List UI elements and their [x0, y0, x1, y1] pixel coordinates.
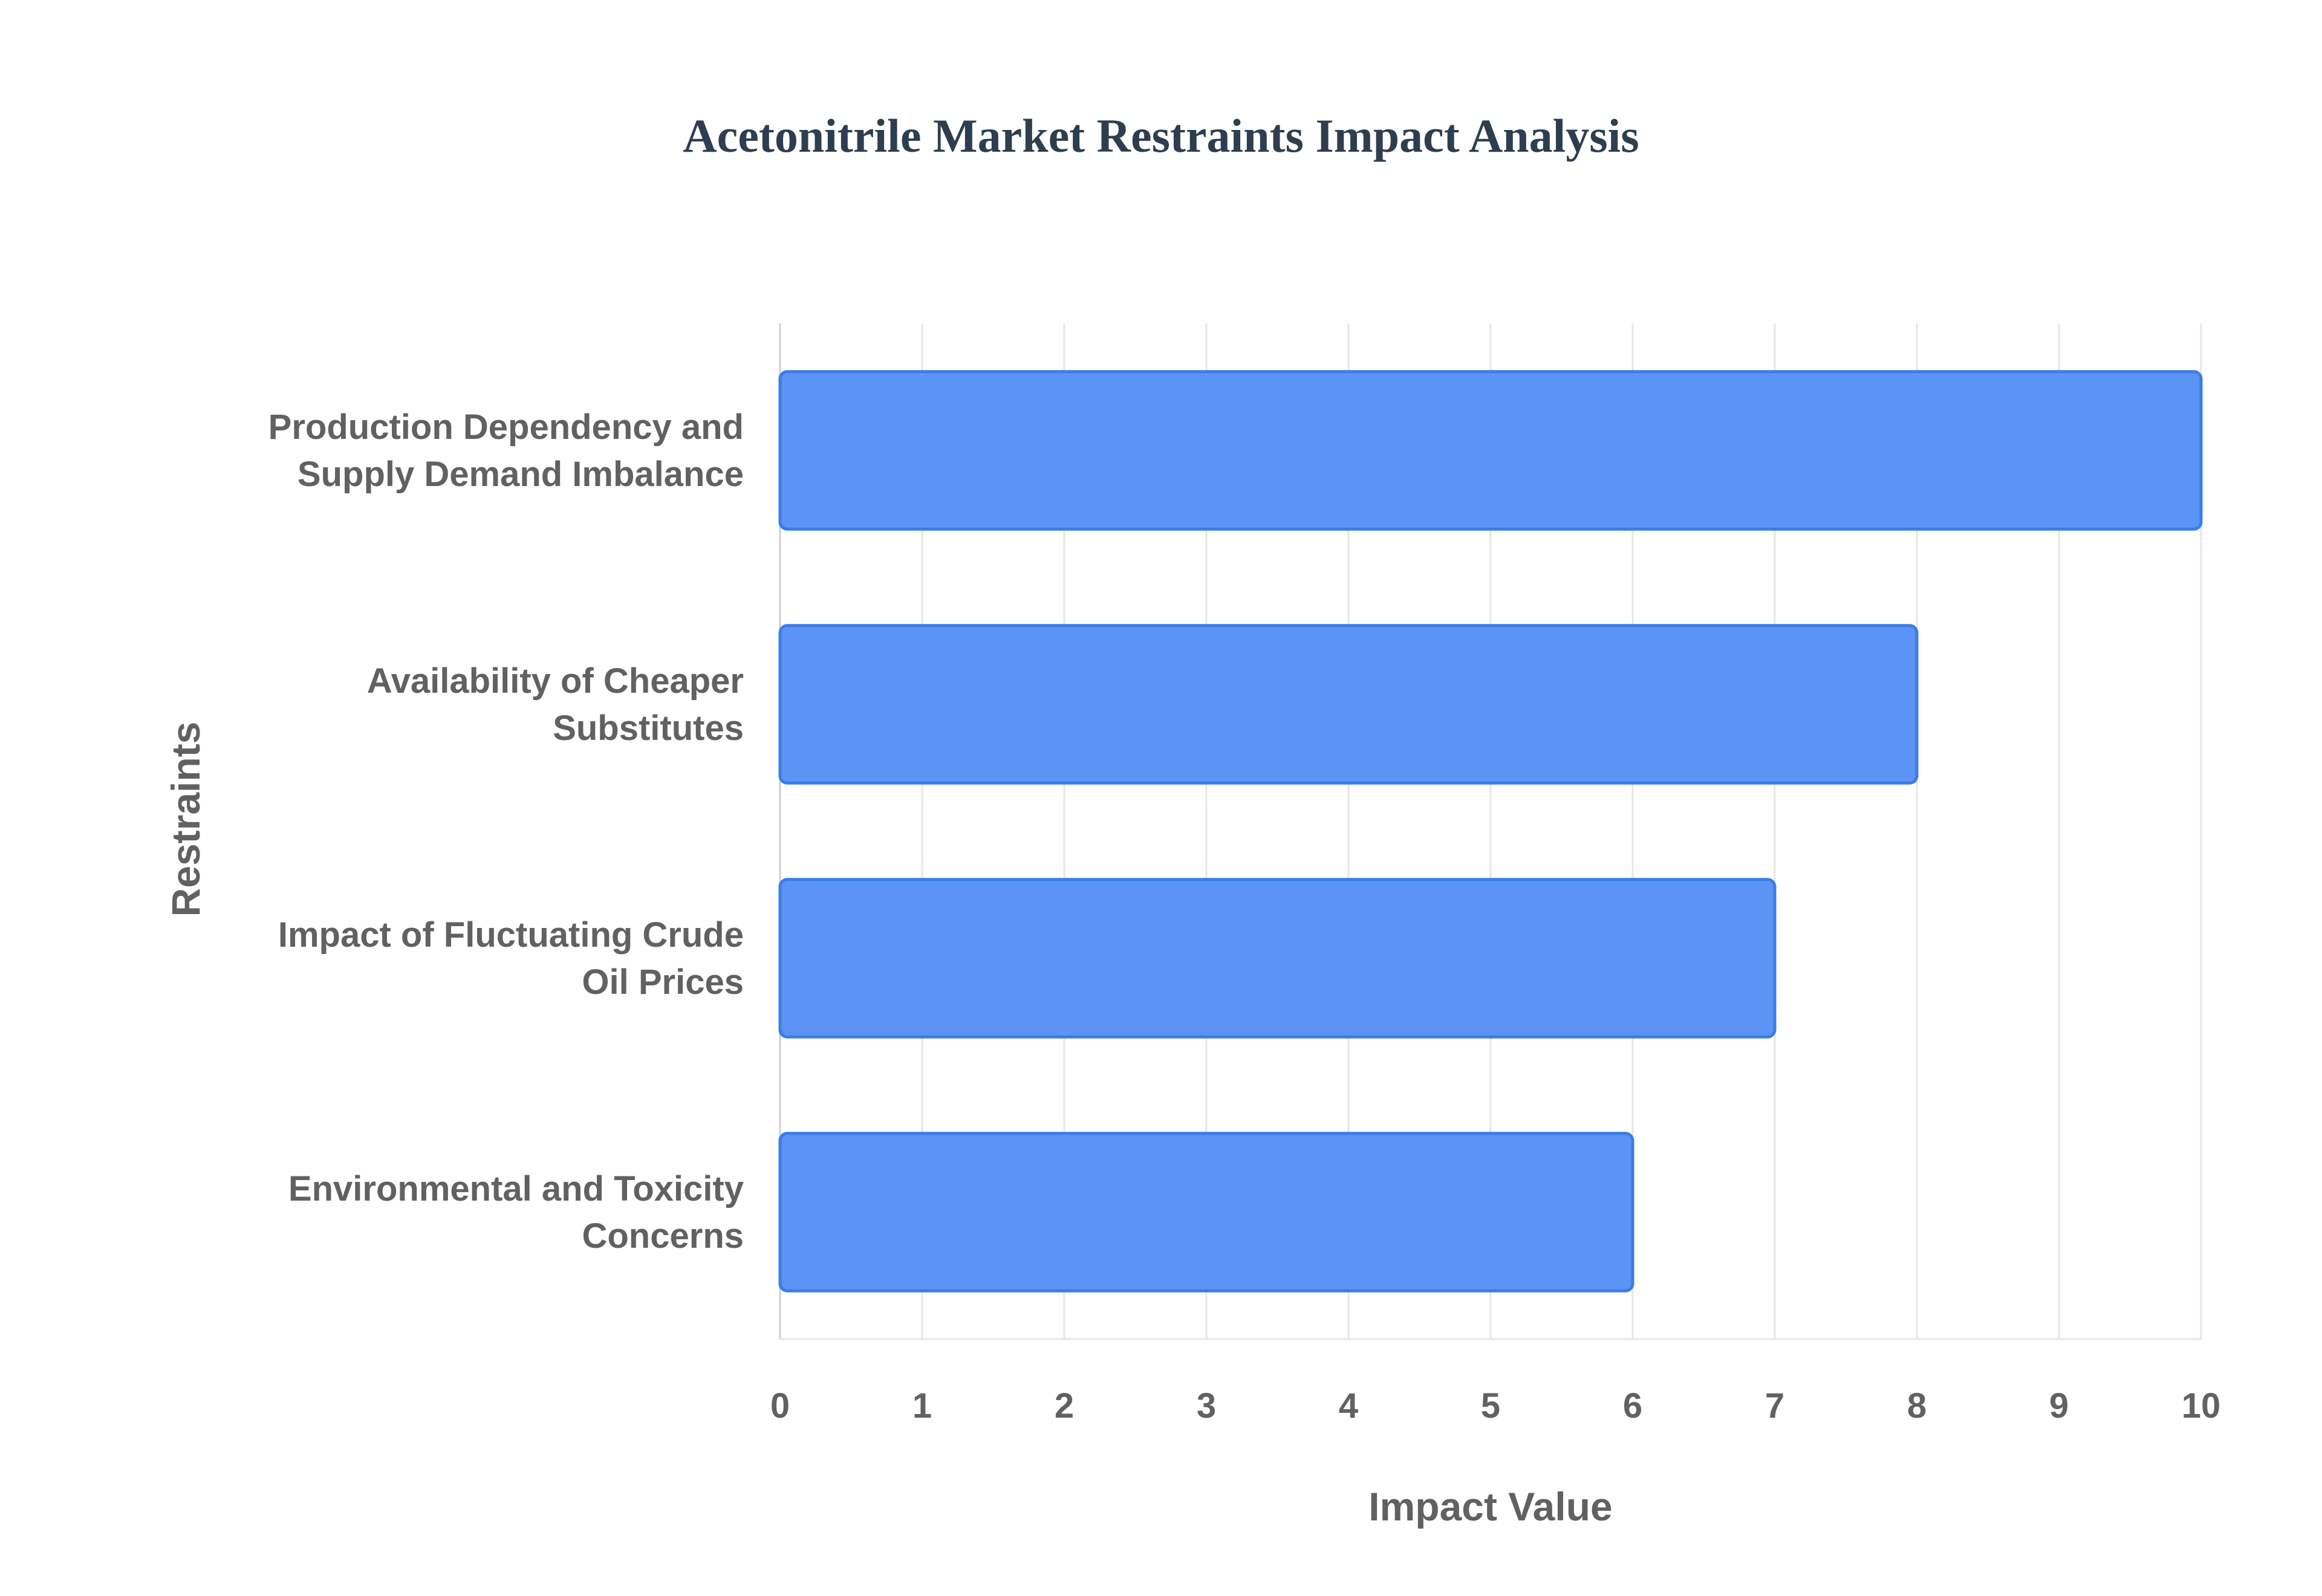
x-tick-label: 8 — [1907, 1386, 1927, 1426]
y-category-label-line: Oil Prices — [582, 962, 744, 1002]
x-axis-title: Impact Value — [1368, 1484, 1613, 1529]
y-category-label-line: Concerns — [582, 1216, 744, 1256]
y-category-label-line: Environmental and Toxicity — [288, 1169, 744, 1208]
x-tick-label: 0 — [770, 1386, 790, 1426]
x-tick-label: 6 — [1623, 1386, 1642, 1426]
x-axis-ticks: 0 1 2 3 4 5 6 7 8 9 10 — [770, 1386, 2220, 1426]
x-tick-label: 1 — [912, 1386, 932, 1426]
y-category-label-line: Availability of Cheaper — [367, 661, 744, 701]
x-tick-label: 7 — [1765, 1386, 1784, 1426]
y-category-label-line: Impact of Fluctuating Crude — [278, 915, 744, 955]
bar — [778, 878, 1777, 1039]
y-axis-category-labels: Production Dependency and Supply Demand I… — [268, 407, 744, 1256]
y-category-label: Availability of Cheaper Substitutes — [367, 661, 744, 748]
bar — [778, 624, 1919, 785]
x-tick-label: 5 — [1481, 1386, 1500, 1426]
chart-title: Acetonitrile Market Restraints Impact An… — [683, 109, 1639, 162]
x-tick-label: 2 — [1055, 1386, 1074, 1426]
x-tick-label: 4 — [1339, 1386, 1358, 1426]
y-category-label: Environmental and Toxicity Concerns — [288, 1169, 744, 1256]
bar — [778, 370, 2203, 531]
bars — [778, 370, 2203, 1293]
y-category-label: Production Dependency and Supply Demand I… — [268, 407, 744, 494]
x-tick-label: 10 — [2182, 1386, 2221, 1426]
x-tick-label: 9 — [2049, 1386, 2069, 1426]
bar — [778, 1132, 1634, 1293]
y-category-label-line: Substitutes — [553, 709, 744, 748]
x-tick-label: 3 — [1197, 1386, 1216, 1426]
y-axis-title: Restraints — [163, 722, 208, 917]
y-category-label-line: Supply Demand Imbalance — [298, 455, 744, 494]
y-category-label: Impact of Fluctuating Crude Oil Prices — [278, 915, 744, 1002]
y-category-label-line: Production Dependency and — [268, 407, 744, 447]
